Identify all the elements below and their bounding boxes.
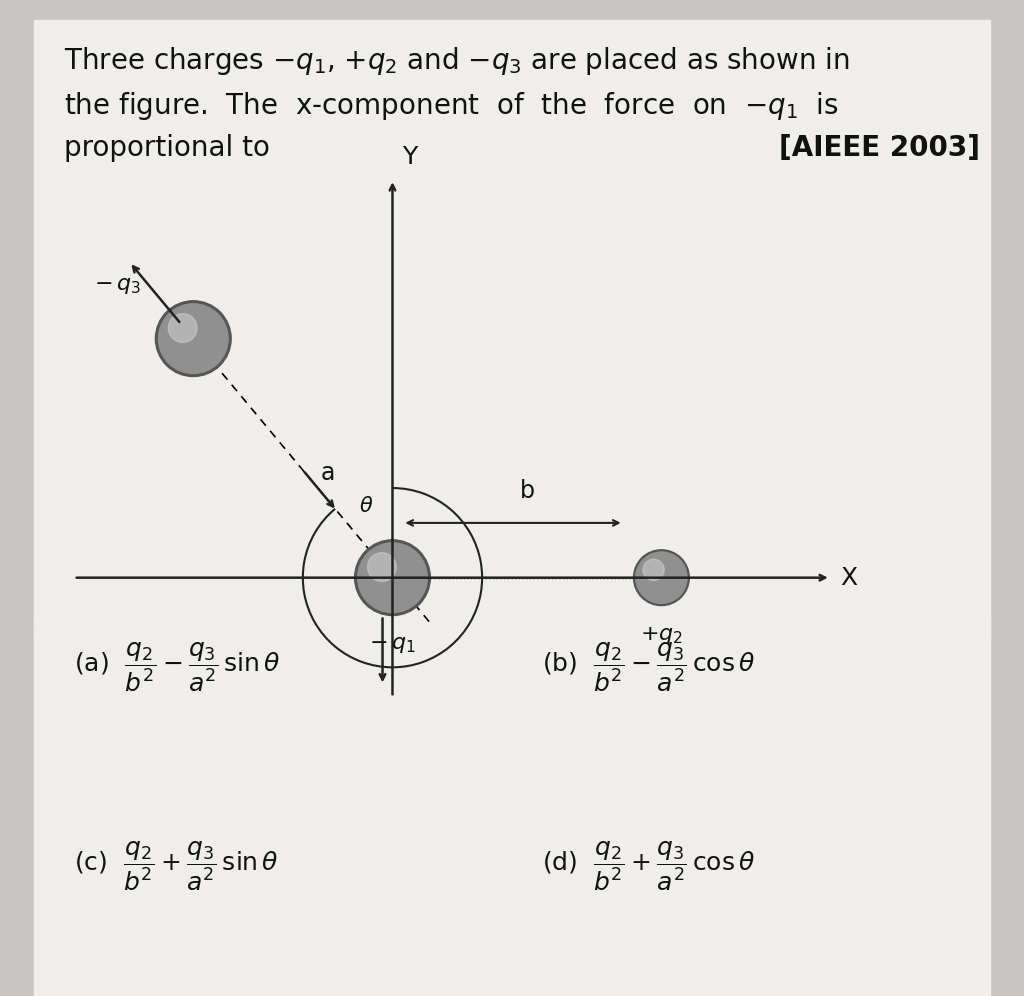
Text: $+q_2$: $+q_2$ xyxy=(640,625,683,646)
Circle shape xyxy=(168,314,197,343)
Circle shape xyxy=(156,301,231,376)
Text: $\theta$: $\theta$ xyxy=(359,496,374,516)
Text: b: b xyxy=(519,479,535,503)
Text: (a)  $\dfrac{q_2}{b^2} - \dfrac{q_3}{a^2}\,\sin\theta$: (a) $\dfrac{q_2}{b^2} - \dfrac{q_3}{a^2}… xyxy=(74,640,280,694)
Text: Three charges $-q_1$, $+q_2$ and $-q_3$ are placed as shown in: Three charges $-q_1$, $+q_2$ and $-q_3$ … xyxy=(63,45,849,77)
Bar xyxy=(34,618,990,996)
Circle shape xyxy=(643,560,665,581)
Text: Y: Y xyxy=(402,145,418,169)
Bar xyxy=(34,20,990,637)
Circle shape xyxy=(634,550,689,606)
Text: (b)  $\dfrac{q_2}{b^2} - \dfrac{q_3}{a^2}\,\cos\theta$: (b) $\dfrac{q_2}{b^2} - \dfrac{q_3}{a^2}… xyxy=(542,640,755,694)
Circle shape xyxy=(354,540,430,616)
Circle shape xyxy=(368,553,396,582)
Circle shape xyxy=(159,304,228,374)
Circle shape xyxy=(357,543,427,613)
Text: $-\,q_3$: $-\,q_3$ xyxy=(93,276,140,296)
Text: (c)  $\dfrac{q_2}{b^2} + \dfrac{q_3}{a^2}\,\sin\theta$: (c) $\dfrac{q_2}{b^2} + \dfrac{q_3}{a^2}… xyxy=(74,840,279,893)
Circle shape xyxy=(636,552,687,604)
Text: a: a xyxy=(321,461,335,485)
Text: (d)  $\dfrac{q_2}{b^2} + \dfrac{q_3}{a^2}\,\cos\theta$: (d) $\dfrac{q_2}{b^2} + \dfrac{q_3}{a^2}… xyxy=(542,840,755,893)
Text: $-\,q_1$: $-\,q_1$ xyxy=(369,635,416,655)
Text: [AIEEE 2003]: [AIEEE 2003] xyxy=(779,134,980,162)
Text: X: X xyxy=(841,566,858,590)
Text: the figure.  The  x-component  of  the  force  on  $-q_1$  is: the figure. The x-component of the force… xyxy=(63,90,839,122)
Text: proportional to: proportional to xyxy=(63,134,269,162)
